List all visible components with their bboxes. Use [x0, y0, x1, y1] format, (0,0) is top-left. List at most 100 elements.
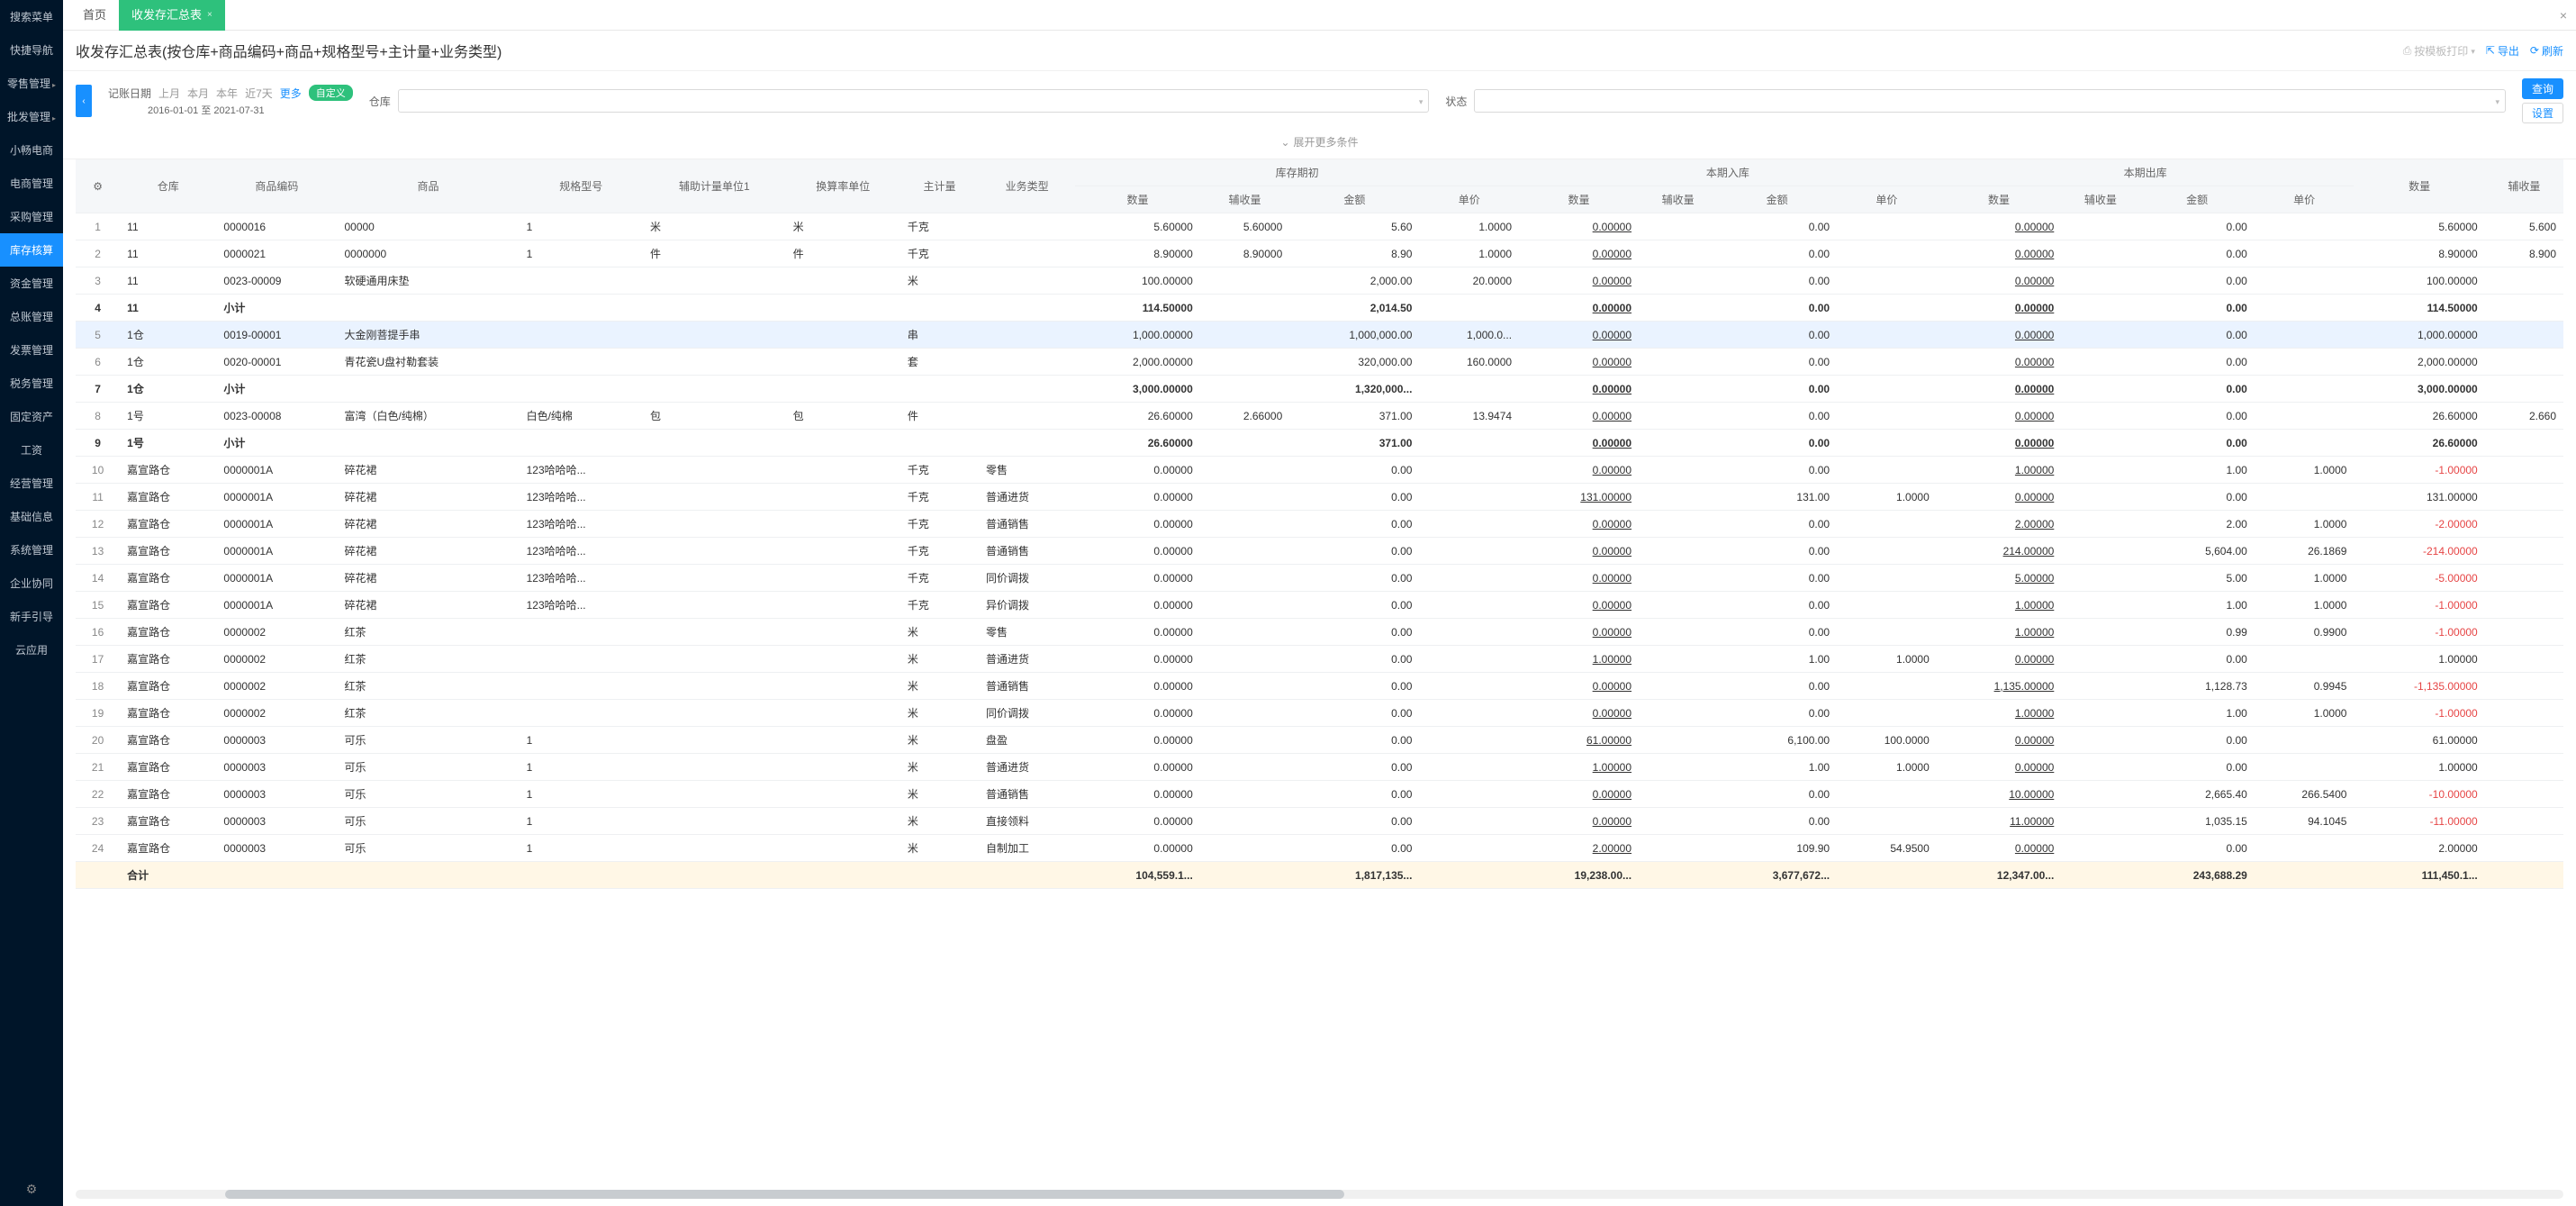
table-row[interactable]: 12嘉宣路仓0000001A碎花裙123哈哈哈...千克普通销售0.000000… [76, 511, 2563, 538]
table-row[interactable]: 1110000016000001米米千克5.600005.600005.601.… [76, 213, 2563, 240]
preset-lastmonth[interactable]: 上月 [158, 86, 180, 101]
preset-7days[interactable]: 近7天 [245, 86, 273, 101]
status-label: 状态 [1445, 94, 1467, 109]
page-header: 收发存汇总表(按仓库+商品编码+商品+规格型号+主计量+业务类型) 按模板打印 … [63, 31, 2576, 71]
col-stockunit: 换算率单位 [786, 159, 900, 213]
sidebar-item-19[interactable]: 云应用 [0, 633, 63, 666]
table-row[interactable]: 16嘉宣路仓0000002红茶米零售0.000000.000.000000.00… [76, 619, 2563, 646]
export-link[interactable]: 导出 [2486, 43, 2519, 59]
export-icon [2486, 44, 2495, 57]
chevron-down-icon [2471, 44, 2475, 57]
sidebar-item-18[interactable]: 新手引导 [0, 600, 63, 633]
table-row[interactable]: 23嘉宣路仓0000003可乐1米直接领料0.000000.000.000000… [76, 808, 2563, 835]
table-row[interactable]: 14嘉宣路仓0000001A碎花裙123哈哈哈...千克同价调拨0.000000… [76, 565, 2563, 592]
sidebar-item-4[interactable]: 小畅电商 [0, 133, 63, 167]
table-row[interactable]: 18嘉宣路仓0000002红茶米普通销售0.000000.000.000000.… [76, 673, 2563, 700]
chevron-down-icon [1419, 95, 1424, 107]
settings-button[interactable]: 设置 [2522, 103, 2563, 123]
col-mainunit: 主计量 [900, 159, 979, 213]
table-row[interactable]: 13嘉宣路仓0000001A碎花裙123哈哈哈...千克普通销售0.000000… [76, 538, 2563, 565]
table-row[interactable]: 81号0023-00008富湾（白色/纯棉）白色/纯棉包包件26.600002.… [76, 403, 2563, 430]
sidebar-item-17[interactable]: 企业协同 [0, 567, 63, 600]
preset-thisyear[interactable]: 本年 [216, 86, 238, 101]
table-row[interactable]: 21嘉宣路仓0000003可乐1米普通进货0.000000.001.000001… [76, 754, 2563, 781]
tab-active-label: 收发存汇总表 [131, 0, 202, 31]
col-biz: 业务类型 [979, 159, 1075, 213]
table-row[interactable]: 61仓0020-00001青花瓷U盘衬勒套装套2,000.00000320,00… [76, 349, 2563, 376]
warehouse-select[interactable] [398, 89, 1430, 113]
print-icon [2403, 44, 2412, 58]
table-row[interactable]: 91号小计26.60000371.000.000000.000.000000.0… [76, 430, 2563, 457]
sidebar-item-15[interactable]: 基础信息 [0, 500, 63, 533]
chevron-down-icon [2495, 95, 2499, 107]
sidebar-item-10[interactable]: 发票管理 [0, 333, 63, 367]
print-link[interactable]: 按模板打印 [2403, 43, 2475, 59]
table-row[interactable]: 24嘉宣路仓0000003可乐1米自制加工0.000000.002.000001… [76, 835, 2563, 862]
gear-icon [93, 180, 103, 193]
window-close-icon[interactable]: × [2551, 8, 2576, 23]
table-row[interactable]: 19嘉宣路仓0000002红茶米同价调拨0.000000.000.000000.… [76, 700, 2563, 727]
refresh-link[interactable]: 刷新 [2530, 43, 2563, 59]
sidebar-item-0[interactable]: 搜索菜单 [0, 0, 63, 33]
table-row[interactable]: 20嘉宣路仓0000003可乐1米盘盈0.000000.0061.000006,… [76, 727, 2563, 754]
col-group-in: 本期入库 [1519, 159, 1937, 186]
total-row: 合计 104,559.1... 1,817,135... 19,238.00..… [76, 862, 2563, 889]
table-row[interactable]: 22嘉宣路仓0000003可乐1米普通销售0.000000.000.000000… [76, 781, 2563, 808]
data-table: 仓库 商品编码 商品 规格型号 辅助计量单位1 换算率单位 主计量 业务类型 库… [76, 159, 2563, 889]
collapse-filter-icon[interactable] [76, 85, 92, 117]
table-row[interactable]: 211000002100000001件件千克8.900008.900008.90… [76, 240, 2563, 267]
col-aux: 辅助计量单位1 [643, 159, 786, 213]
col-gear[interactable] [76, 159, 120, 213]
warehouse-label: 仓库 [369, 94, 391, 109]
tab-close-icon[interactable]: × [207, 0, 212, 31]
table-row[interactable]: 71仓小计3,000.000001,320,000...0.000000.000… [76, 376, 2563, 403]
preset-more[interactable]: 更多 [280, 86, 302, 101]
sidebar-item-9[interactable]: 总账管理 [0, 300, 63, 333]
col-auxqty4: 辅收量 [2485, 159, 2563, 213]
expand-icon [1280, 136, 1293, 149]
status-select[interactable] [1474, 89, 2506, 113]
table-row[interactable]: 3110023-00009软硬通用床垫米100.000002,000.0020.… [76, 267, 2563, 295]
sidebar-item-14[interactable]: 经营管理 [0, 467, 63, 500]
sidebar-item-8[interactable]: 资金管理 [0, 267, 63, 300]
date-range: 2016-01-01 至 2021-07-31 [108, 103, 353, 117]
sidebar-item-2[interactable]: 零售管理▸ [0, 67, 63, 100]
table-container: 仓库 商品编码 商品 规格型号 辅助计量单位1 换算率单位 主计量 业务类型 库… [63, 159, 2576, 1190]
refresh-icon [2530, 44, 2539, 57]
col-spec: 规格型号 [520, 159, 643, 213]
query-button[interactable]: 查询 [2522, 78, 2563, 99]
custom-pill[interactable]: 自定义 [309, 85, 353, 101]
filter-bar: 记账日期 上月 本月 本年 近7天 更多 自定义 2016-01-01 至 20… [63, 71, 2576, 131]
preset-thismonth[interactable]: 本月 [187, 86, 209, 101]
sidebar-item-11[interactable]: 税务管理 [0, 367, 63, 400]
table-row[interactable]: 11嘉宣路仓0000001A碎花裙123哈哈哈...千克普通进货0.000000… [76, 484, 2563, 511]
col-warehouse: 仓库 [120, 159, 216, 213]
date-label: 记账日期 [108, 86, 151, 101]
settings-gear-icon[interactable] [0, 1173, 63, 1206]
sidebar-item-5[interactable]: 电商管理 [0, 167, 63, 200]
sidebar-item-13[interactable]: 工资 [0, 433, 63, 467]
tab-bar: 首页 收发存汇总表 × × [63, 0, 2576, 31]
col-group-initial: 库存期初 [1075, 159, 1519, 186]
horizontal-scrollbar[interactable] [76, 1190, 2563, 1199]
sidebar-item-12[interactable]: 固定资产 [0, 400, 63, 433]
expand-filters-link[interactable]: 展开更多条件 [1280, 136, 1358, 149]
table-row[interactable]: 411小计114.500002,014.500.000000.000.00000… [76, 295, 2563, 322]
tab-active[interactable]: 收发存汇总表 × [119, 0, 225, 31]
tab-home[interactable]: 首页 [70, 0, 119, 31]
col-product: 商品 [337, 159, 519, 213]
sidebar-item-6[interactable]: 采购管理 [0, 200, 63, 233]
table-row[interactable]: 15嘉宣路仓0000001A碎花裙123哈哈哈...千克异价调拨0.000000… [76, 592, 2563, 619]
sidebar-item-1[interactable]: 快捷导航 [0, 33, 63, 67]
sidebar-item-3[interactable]: 批发管理▸ [0, 100, 63, 133]
col-code: 商品编码 [216, 159, 337, 213]
sidebar-item-7[interactable]: 库存核算 [0, 233, 63, 267]
table-row[interactable]: 51仓0019-00001大金刚菩提手串串1,000.000001,000,00… [76, 322, 2563, 349]
sidebar: 搜索菜单快捷导航零售管理▸批发管理▸小畅电商电商管理采购管理库存核算资金管理总账… [0, 0, 63, 1206]
table-row[interactable]: 10嘉宣路仓0000001A碎花裙123哈哈哈...千克零售0.000000.0… [76, 457, 2563, 484]
scrollbar-thumb[interactable] [225, 1190, 1344, 1199]
sidebar-item-16[interactable]: 系统管理 [0, 533, 63, 567]
table-row[interactable]: 17嘉宣路仓0000002红茶米普通进货0.000000.001.000001.… [76, 646, 2563, 673]
page-title: 收发存汇总表(按仓库+商品编码+商品+规格型号+主计量+业务类型) [76, 40, 502, 61]
col-qty4: 数量 [2354, 159, 2484, 213]
